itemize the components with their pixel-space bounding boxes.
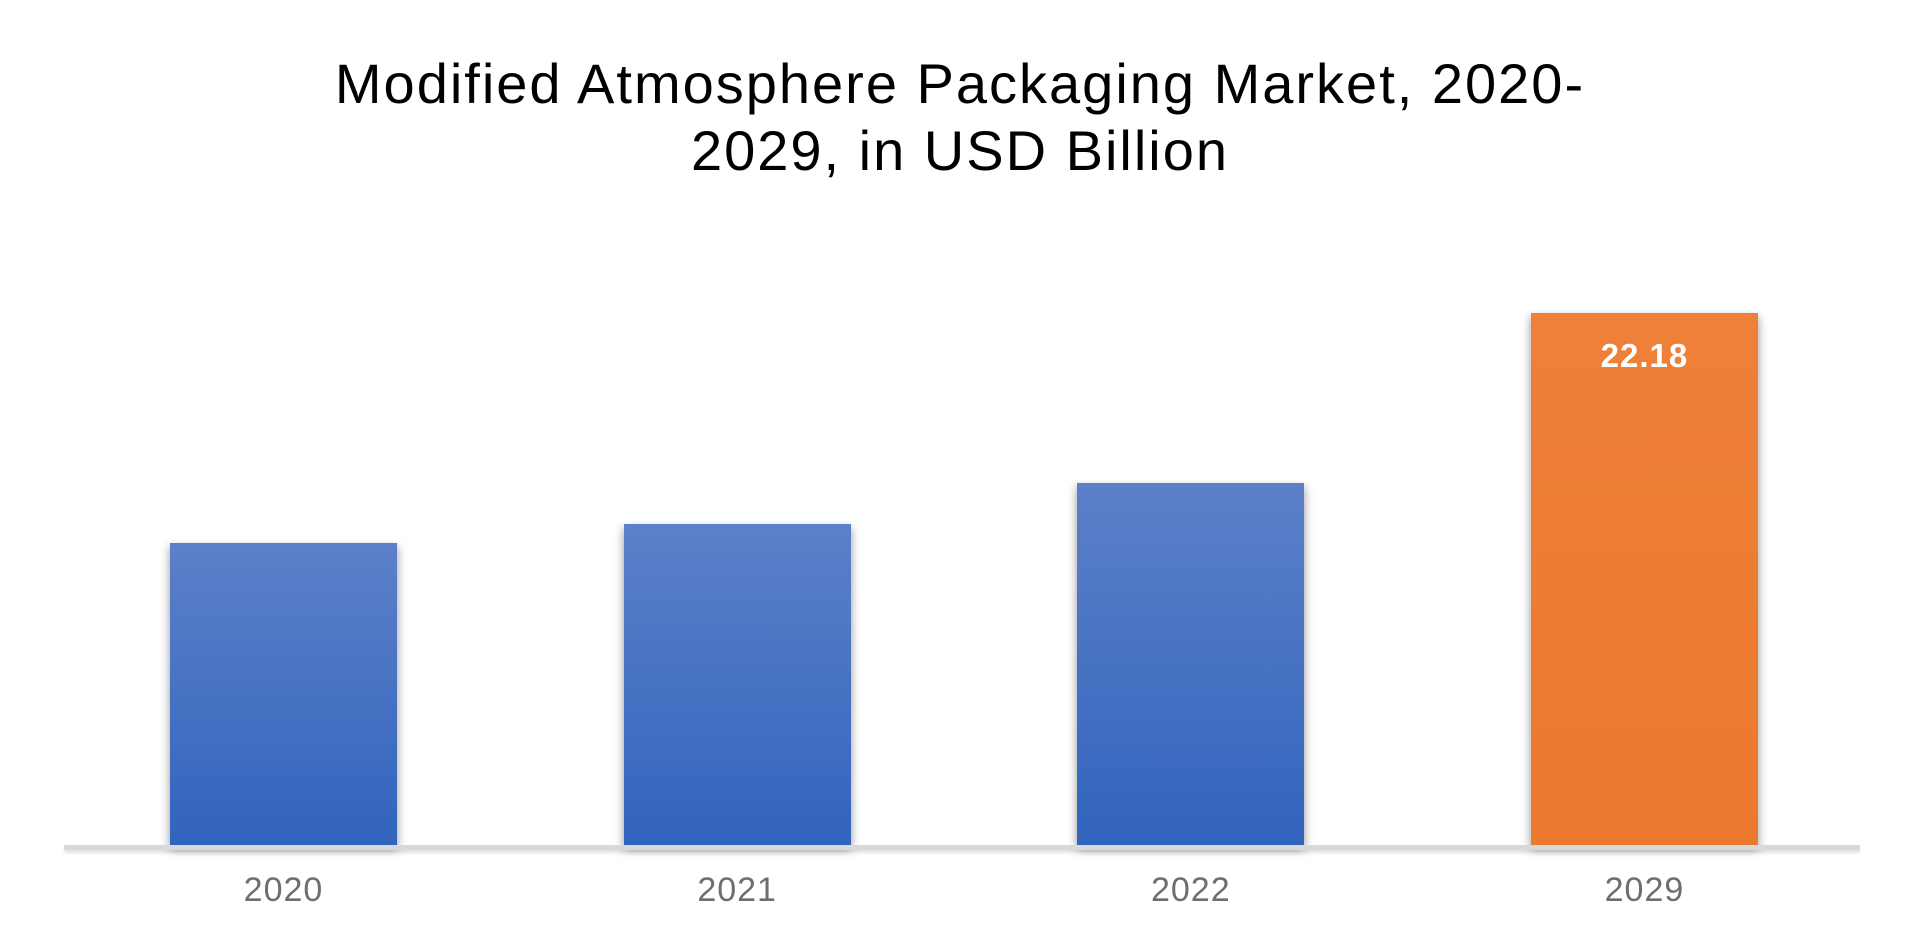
x-axis-label-2029: 2029 <box>1604 871 1685 909</box>
bar-2020 <box>170 543 397 845</box>
x-axis-labels: 2020 2021 2022 2029 <box>170 871 1758 910</box>
bar-group-2029: 22.18 <box>1530 313 1758 845</box>
x-axis-label-2020: 2020 <box>243 871 324 909</box>
x-axis-label-2021: 2021 <box>697 871 777 909</box>
chart-title-line2: 2029, in USD Billion <box>690 119 1230 182</box>
bar-2022 <box>1077 483 1305 845</box>
data-label-2029: 22.18 <box>1600 337 1689 374</box>
chart-title-line1: Modified Atmosphere Packaging Market, 20… <box>334 52 1586 115</box>
chart-title: Modified Atmosphere Packaging Market, 20… <box>0 50 1920 184</box>
bars-container: 22.18 <box>170 313 1758 845</box>
x-axis-label-2022: 2022 <box>1150 871 1231 909</box>
bar-2029: 22.18 <box>1530 313 1758 845</box>
bar-2021 <box>623 524 851 845</box>
bar-group-2022 <box>1077 313 1305 845</box>
x-axis-line <box>64 845 1860 850</box>
bar-group-2020 <box>170 313 397 845</box>
bar-group-2021 <box>623 313 851 845</box>
